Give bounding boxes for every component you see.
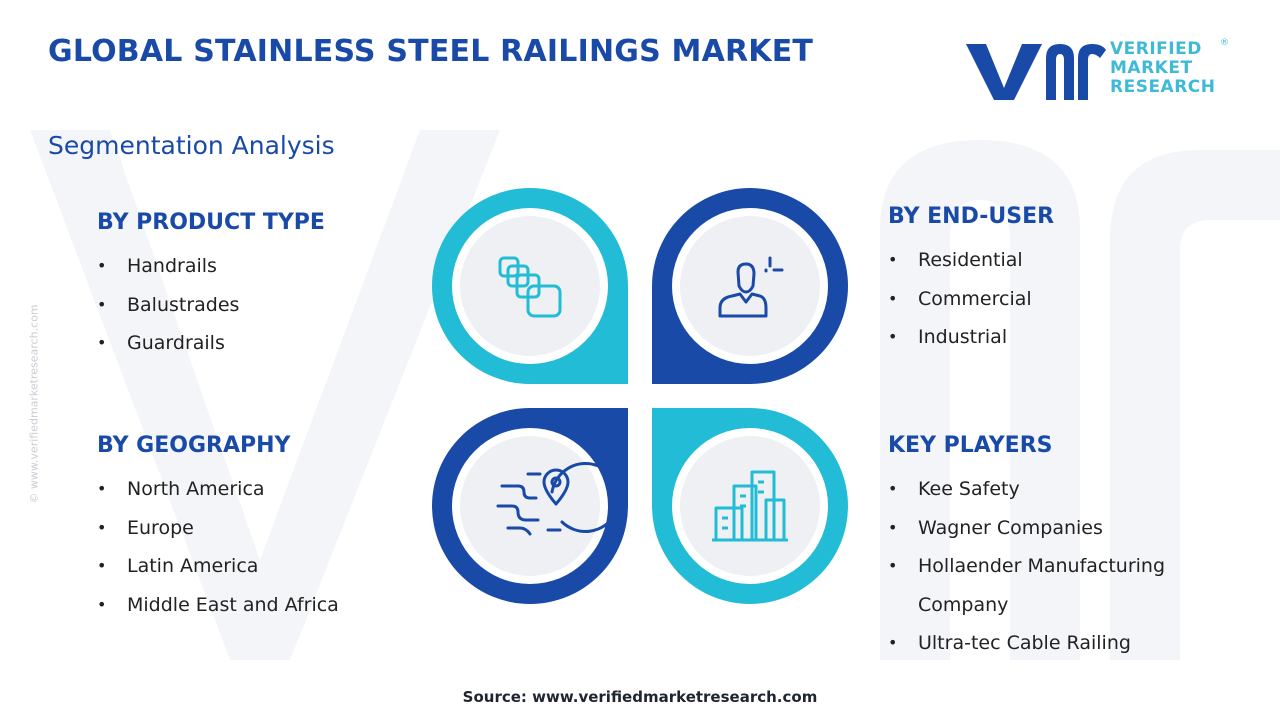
- list-item: Handrails: [97, 247, 325, 286]
- segment-heading: BY END-USER: [888, 204, 1055, 229]
- list-item: Hollaender Manufacturing Company: [888, 547, 1218, 624]
- segment-heading: BY PRODUCT TYPE: [97, 210, 325, 235]
- registered-mark: ®: [1220, 38, 1229, 48]
- segment-end-user: BY END-USER Residential Commercial Indus…: [888, 204, 1054, 357]
- page-subtitle: Segmentation Analysis: [48, 131, 335, 160]
- list-item: Commercial: [888, 280, 1054, 319]
- segment-heading: KEY PLAYERS: [888, 433, 1053, 458]
- page-title: GLOBAL STAINLESS STEEL RAILINGS MARKET: [48, 34, 814, 69]
- stacked-blocks-icon: [498, 256, 562, 318]
- list-item: Industrial: [888, 318, 1054, 357]
- vmr-logo: [966, 44, 1106, 100]
- list-item: Guardrails: [97, 324, 325, 363]
- segmentation-diagram: [432, 188, 848, 604]
- side-watermark-url: © www.verifiedmarketresearch.com: [27, 304, 41, 504]
- segment-list: Residential Commercial Industrial: [888, 241, 1054, 357]
- segment-key-players: KEY PLAYERS Kee Safety Wagner Companies …: [888, 433, 1218, 663]
- list-item: Kee Safety: [888, 470, 1218, 509]
- list-item: Wagner Companies: [888, 509, 1218, 548]
- segment-list: Handrails Balustrades Guardrails: [97, 247, 325, 363]
- segment-list: North America Europe Latin America Middl…: [97, 470, 339, 624]
- logo-line-market: MARKET: [1110, 58, 1193, 78]
- segment-geography: BY GEOGRAPHY North America Europe Latin …: [97, 433, 339, 624]
- logo-line-verified: VERIFIED: [1110, 39, 1202, 59]
- segment-product-type: BY PRODUCT TYPE Handrails Balustrades Gu…: [97, 210, 325, 363]
- globe-location-icon: [496, 461, 622, 536]
- list-item: Europe: [97, 509, 339, 548]
- segment-list: Kee Safety Wagner Companies Hollaender M…: [888, 470, 1218, 663]
- petal-geography: [432, 408, 628, 604]
- list-item: Latin America: [97, 547, 339, 586]
- list-item: Middle East and Africa: [97, 586, 339, 625]
- petal-end-user: [652, 188, 848, 384]
- user-profile-icon: [718, 256, 784, 318]
- list-item: Ultra-tec Cable Railing: [888, 624, 1218, 663]
- source-footnote: Source: www.verifiedmarketresearch.com: [462, 688, 818, 706]
- list-item: North America: [97, 470, 339, 509]
- list-item: Balustrades: [97, 286, 325, 325]
- logo-wordmark: VERIFIED MARKET RESEARCH: [1110, 40, 1216, 97]
- logo-line-research: RESEARCH: [1110, 77, 1216, 97]
- segment-heading: BY GEOGRAPHY: [97, 433, 291, 458]
- buildings-icon: [712, 470, 788, 542]
- list-item: Residential: [888, 241, 1054, 280]
- petal-key-players: [652, 408, 848, 604]
